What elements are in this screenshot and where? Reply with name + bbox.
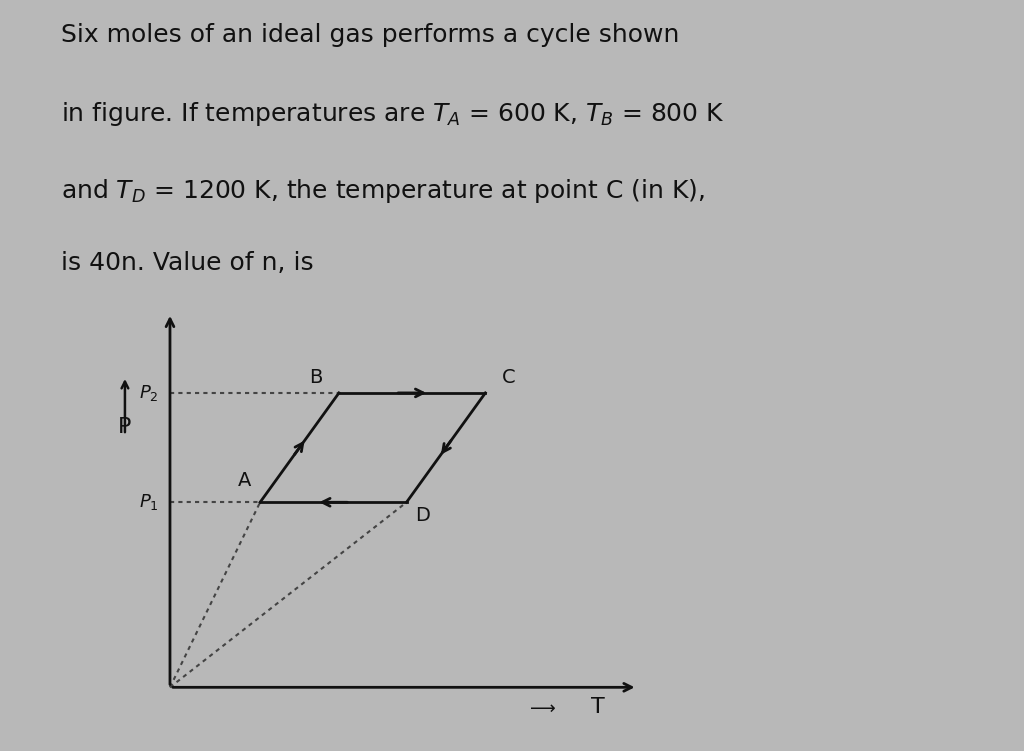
Text: Six moles of an ideal gas performs a cycle shown: Six moles of an ideal gas performs a cyc… bbox=[61, 23, 680, 47]
Text: $\longrightarrow$: $\longrightarrow$ bbox=[526, 698, 557, 716]
Text: and $T_D$ = 1200 K, the temperature at point C (in K),: and $T_D$ = 1200 K, the temperature at p… bbox=[61, 177, 706, 205]
Text: B: B bbox=[308, 368, 322, 387]
Text: $P_2$: $P_2$ bbox=[139, 383, 159, 403]
Text: is 40n. Value of n, is: is 40n. Value of n, is bbox=[61, 251, 314, 275]
Text: C: C bbox=[503, 368, 516, 387]
Text: P: P bbox=[118, 417, 132, 436]
Text: A: A bbox=[239, 471, 252, 490]
Text: T: T bbox=[591, 697, 605, 716]
Text: D: D bbox=[415, 506, 430, 525]
Text: $P_1$: $P_1$ bbox=[139, 492, 159, 512]
Text: in figure. If temperatures are $T_A$ = 600 K, $T_B$ = 800 K: in figure. If temperatures are $T_A$ = 6… bbox=[61, 100, 725, 128]
